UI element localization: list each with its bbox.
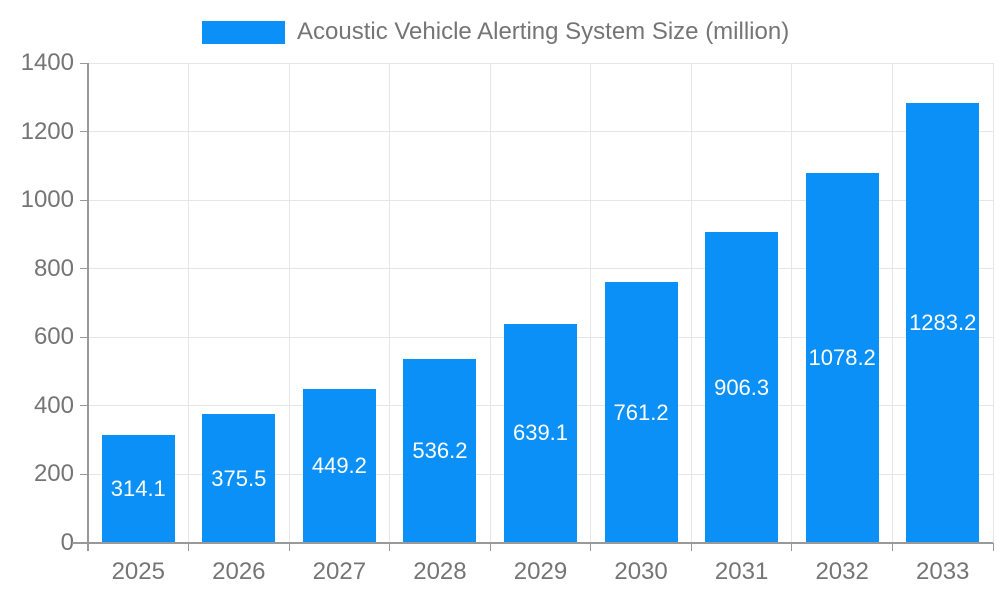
- gridline-x-8: [891, 63, 893, 543]
- gridline-x-6: [690, 63, 692, 543]
- x-axis-label-2029: 2029: [513, 558, 568, 585]
- x-axis-label-2025: 2025: [111, 558, 165, 585]
- x-axis-label-2026: 2026: [212, 558, 266, 585]
- gridline-y-1400: [88, 62, 993, 64]
- plot-area: 0 200 400 600 800 1000 1200 1400 2025 2026 2027 202…: [21, 51, 994, 585]
- tick-y-800: [80, 268, 88, 270]
- y-axis-line: [87, 63, 89, 551]
- legend-label: Acoustic Vehicle Alerting System Size (m…: [297, 18, 790, 45]
- tick-y-600: [80, 336, 88, 338]
- gridline-x-3: [389, 63, 391, 543]
- bar-2032: 1078.2: [805, 173, 879, 543]
- bar-2030: 761.2: [604, 282, 678, 543]
- bar-2027: 449.2: [302, 389, 376, 543]
- gridline-x-9: [992, 63, 994, 543]
- x-axis-label-2027: 2027: [312, 558, 367, 585]
- tick-x-9: [992, 543, 994, 551]
- tick-y-1200: [80, 131, 88, 133]
- gridline-x-5: [590, 63, 592, 543]
- bar-value-label-2032: 1078.2: [808, 345, 876, 371]
- gridline-x-7: [791, 63, 793, 543]
- legend: Acoustic Vehicle Alerting System Size (m…: [202, 18, 790, 45]
- tick-y-1400: [80, 62, 88, 64]
- bar-value-label-2033: 1283.2: [909, 310, 977, 336]
- bar-value-label-2027: 449.2: [311, 453, 367, 478]
- x-axis-label-2030: 2030: [614, 558, 668, 585]
- gridline-y-1200: [88, 131, 993, 133]
- legend-swatch: [202, 20, 285, 44]
- bar-value-label-2028: 536.2: [412, 438, 468, 464]
- y-axis-label-1000: 1000: [20, 186, 74, 214]
- y-axis-label-600: 600: [33, 323, 74, 351]
- tick-x-3: [389, 543, 391, 551]
- bar-2029: 639.1: [504, 323, 577, 543]
- gridline-x-1: [188, 63, 190, 543]
- tick-x-1: [188, 543, 190, 551]
- tick-y-200: [80, 473, 88, 475]
- y-axis-label-1400: 1400: [20, 49, 74, 76]
- tick-x-6: [690, 543, 692, 551]
- bar-2033: 1283.2: [906, 103, 980, 543]
- bar-value-label-2026: 375.5: [211, 465, 267, 491]
- x-axis-label-2033: 2033: [916, 558, 970, 585]
- tick-x-4: [489, 543, 491, 551]
- x-axis-line: [72, 542, 993, 544]
- x-axis-label-2032: 2032: [815, 558, 869, 585]
- bar-2025: 314.1: [101, 435, 175, 543]
- bar-value-label-2031: 906.3: [714, 374, 770, 400]
- tick-y-400: [80, 405, 88, 407]
- x-axis-label-2028: 2028: [413, 558, 467, 585]
- tick-y-1000: [80, 199, 88, 201]
- y-axis-label-0: 0: [60, 529, 74, 556]
- tick-x-5: [590, 543, 592, 551]
- bar-value-label-2029: 639.1: [512, 420, 569, 446]
- y-axis-label-800: 800: [33, 254, 74, 282]
- tick-x-8: [891, 543, 893, 551]
- tick-x-2: [288, 543, 290, 551]
- bar-value-label-2030: 761.2: [613, 399, 669, 425]
- y-axis-label-400: 400: [33, 391, 74, 419]
- bar-value-label-2025: 314.1: [110, 476, 166, 502]
- gridline-x-4: [489, 63, 491, 543]
- gridline-y-800: [88, 268, 993, 270]
- bar-2026: 375.5: [202, 414, 276, 543]
- bar-2031: 906.3: [705, 232, 779, 543]
- y-axis-label-200: 200: [33, 460, 74, 488]
- bar-2028: 536.2: [403, 359, 477, 543]
- y-axis-label-1200: 1200: [20, 117, 74, 145]
- gridline-y-1000: [88, 199, 993, 201]
- x-axis-label-2031: 2031: [714, 558, 769, 585]
- gridline-x-2: [288, 63, 290, 543]
- tick-x-7: [791, 543, 793, 551]
